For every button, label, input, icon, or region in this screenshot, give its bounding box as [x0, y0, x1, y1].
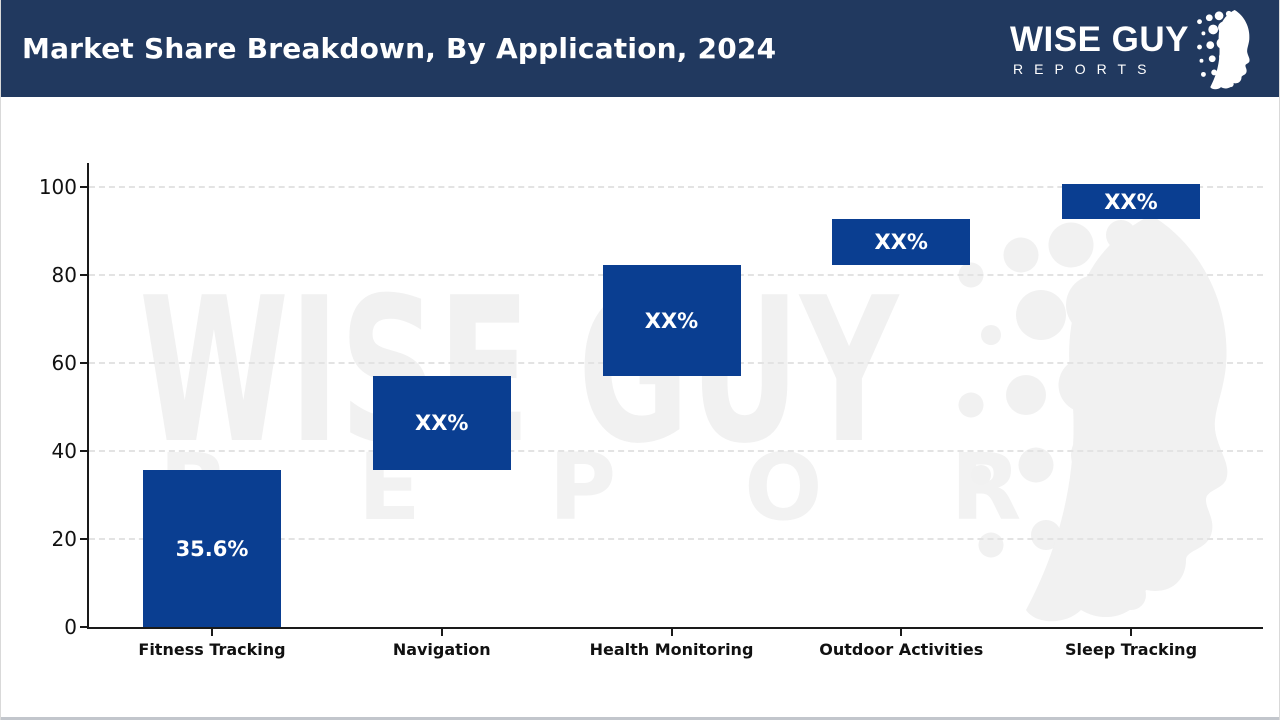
- bar-navigation: XX%: [372, 376, 511, 471]
- logo-face-icon: [1197, 9, 1250, 90]
- y-tick-mark-0: [80, 626, 88, 628]
- bar-value-label: 35.6%: [175, 536, 249, 561]
- x-tick-mark-outdoor-activities: [900, 629, 903, 636]
- gridline-40: [89, 450, 1263, 452]
- y-tick-mark-60: [80, 362, 88, 364]
- watermark-face-icon: [958, 215, 1228, 622]
- x-tick-mark-health-monitoring: [670, 629, 673, 636]
- y-tick-mark-80: [80, 274, 88, 276]
- x-tick-label-sleep-tracking: Sleep Tracking: [1064, 640, 1198, 659]
- gridline-20: [89, 538, 1263, 540]
- y-tick-label: 60: [51, 351, 77, 375]
- header-bar: Market Share Breakdown, By Application, …: [1, 0, 1279, 97]
- y-tick-mark-100: [80, 186, 88, 188]
- bar-value-label: XX%: [644, 308, 699, 333]
- logo-text: WISE GUY REPORTS: [1010, 19, 1190, 77]
- watermark-wiseguy-text: WISE GUY: [139, 255, 899, 488]
- x-tick-label-outdoor-activities: Outdoor Activities: [819, 640, 984, 659]
- x-tick-mark-navigation: [440, 629, 443, 636]
- x-tick-label-health-monitoring: Health Monitoring: [589, 640, 754, 659]
- x-tick-label-navigation: Navigation: [392, 640, 491, 659]
- gridline-100: [89, 186, 1263, 188]
- y-tick-label: 80: [51, 263, 77, 287]
- x-tick-mark-sleep-tracking: [1130, 629, 1132, 636]
- y-axis-line: [87, 163, 89, 629]
- y-tick-label: 40: [51, 439, 77, 463]
- bar-sleep-tracking: XX%: [1062, 184, 1200, 220]
- bar-fitness-tracking: 35.6%: [143, 470, 281, 627]
- logo-subtext: REPORTS: [1013, 60, 1158, 77]
- x-axis-line: [87, 627, 1263, 629]
- x-tick-mark-fitness-tracking: [211, 629, 213, 636]
- bar-health-monitoring: XX%: [602, 264, 741, 377]
- y-tick-mark-40: [80, 450, 88, 452]
- y-tick-label: 20: [51, 527, 77, 551]
- y-tick-mark-20: [80, 538, 88, 540]
- y-tick-label: 100: [38, 175, 77, 199]
- bar-value-label: XX%: [415, 411, 469, 436]
- bar-value-label: XX%: [1104, 189, 1158, 214]
- bar-outdoor-activities: XX%: [832, 219, 971, 265]
- logo-wordmark: WISE GUY: [1010, 19, 1190, 59]
- wise-guy-logo: WISE GUY REPORTS: [1010, 8, 1265, 90]
- bar-value-label: XX%: [874, 229, 928, 254]
- y-tick-label: 0: [64, 615, 77, 639]
- bottom-edge-strip: [1, 717, 1279, 720]
- chart-title: Market Share Breakdown, By Application, …: [22, 32, 777, 65]
- x-tick-label-fitness-tracking: Fitness Tracking: [138, 640, 286, 659]
